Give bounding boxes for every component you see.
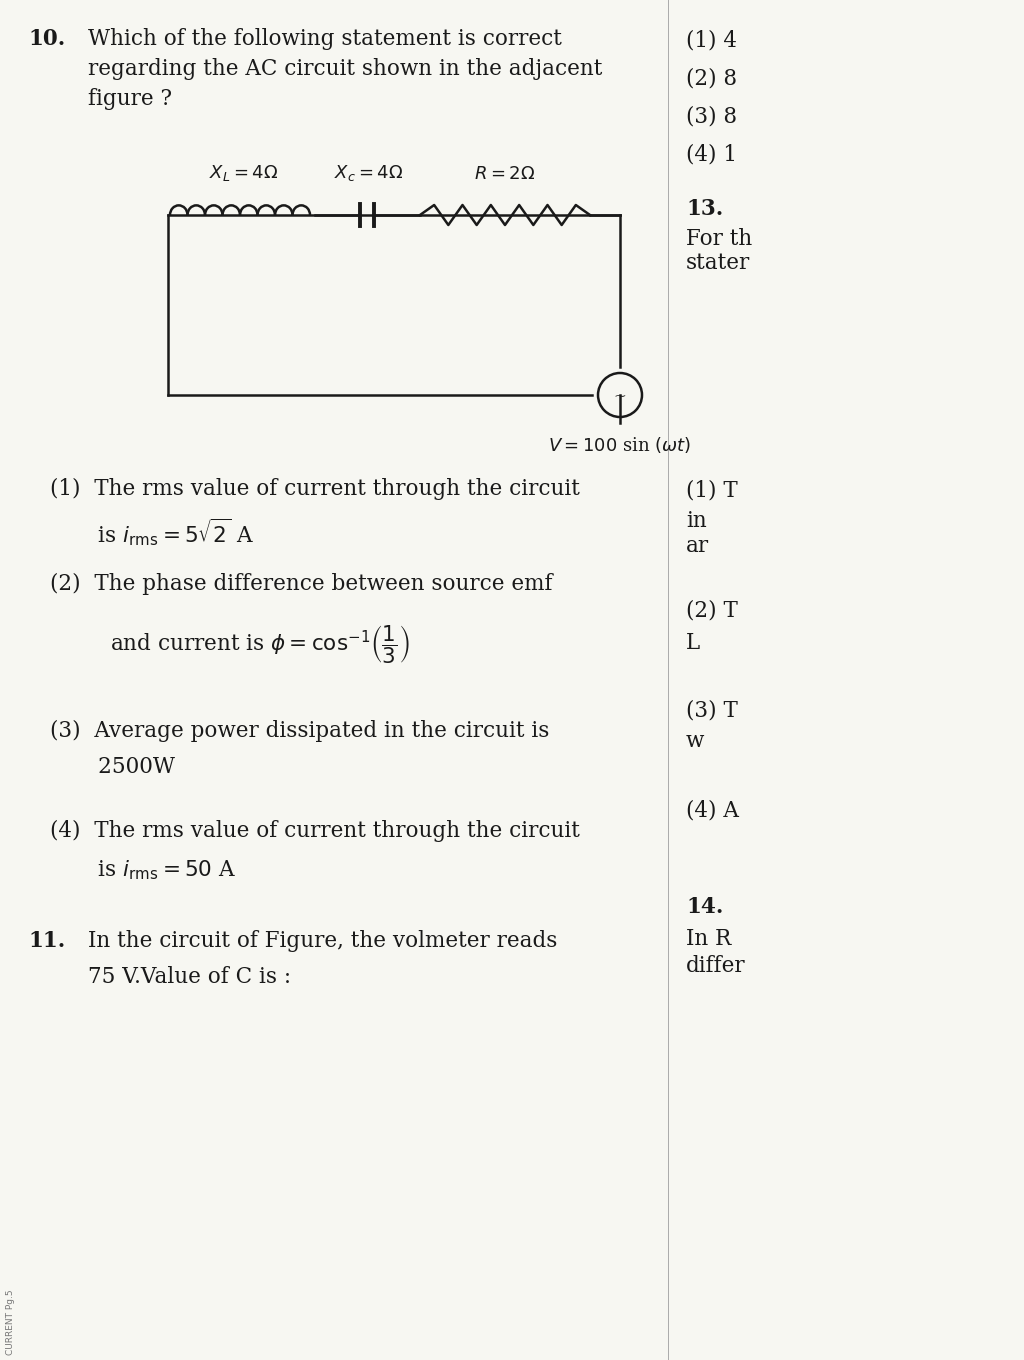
Text: $X_c=4\Omega$: $X_c=4\Omega$ xyxy=(335,163,403,184)
Text: 75 V.Value of C is :: 75 V.Value of C is : xyxy=(88,966,291,987)
Text: CURRENT Pg.5: CURRENT Pg.5 xyxy=(6,1289,15,1355)
Text: (1)  The rms value of current through the circuit: (1) The rms value of current through the… xyxy=(50,477,580,500)
Text: figure ?: figure ? xyxy=(88,88,172,110)
Text: in: in xyxy=(686,510,707,532)
Text: L: L xyxy=(686,632,700,654)
Text: In R: In R xyxy=(686,928,731,951)
Text: (3)  Average power dissipated in the circuit is: (3) Average power dissipated in the circ… xyxy=(50,719,549,743)
Text: 11.: 11. xyxy=(28,930,66,952)
Text: regarding the AC circuit shown in the adjacent: regarding the AC circuit shown in the ad… xyxy=(88,58,602,80)
Text: Which of the following statement is correct: Which of the following statement is corr… xyxy=(88,29,562,50)
Text: differ: differ xyxy=(686,955,745,976)
Text: 10.: 10. xyxy=(28,29,66,50)
Text: (3) 8: (3) 8 xyxy=(686,106,737,128)
Text: (4) 1: (4) 1 xyxy=(686,144,737,166)
Text: 2500W: 2500W xyxy=(50,756,175,778)
Text: is $i_{\rm rms} = 50$ A: is $i_{\rm rms} = 50$ A xyxy=(50,858,237,881)
Text: For th: For th xyxy=(686,228,753,250)
Text: 14.: 14. xyxy=(686,896,723,918)
Text: $R=2\Omega$: $R=2\Omega$ xyxy=(474,165,536,184)
Text: ~: ~ xyxy=(613,390,627,404)
Text: (4)  The rms value of current through the circuit: (4) The rms value of current through the… xyxy=(50,820,580,842)
Text: (2)  The phase difference between source emf: (2) The phase difference between source … xyxy=(50,573,553,596)
Text: w: w xyxy=(686,730,705,752)
Text: (4) A: (4) A xyxy=(686,800,739,821)
Text: 13.: 13. xyxy=(686,199,723,220)
Text: (1) 4: (1) 4 xyxy=(686,30,737,52)
Text: (1) T: (1) T xyxy=(686,480,737,502)
Text: $V = 100$ sin $( \omega t)$: $V = 100$ sin $( \omega t)$ xyxy=(548,435,691,456)
Text: (3) T: (3) T xyxy=(686,700,738,722)
Text: (2) T: (2) T xyxy=(686,600,738,622)
Text: In the circuit of Figure, the volmeter reads: In the circuit of Figure, the volmeter r… xyxy=(88,930,557,952)
Text: and current is $\phi = \cos^{-1}\!\left(\dfrac{1}{3}\right)$: and current is $\phi = \cos^{-1}\!\left(… xyxy=(110,623,410,666)
Text: $X_L=4\Omega$: $X_L=4\Omega$ xyxy=(210,163,279,184)
Text: ar: ar xyxy=(686,534,710,558)
Text: is $i_{\rm rms} = 5\sqrt{2}$ A: is $i_{\rm rms} = 5\sqrt{2}$ A xyxy=(50,515,254,548)
Text: (2) 8: (2) 8 xyxy=(686,68,737,90)
Text: stater: stater xyxy=(686,252,751,273)
